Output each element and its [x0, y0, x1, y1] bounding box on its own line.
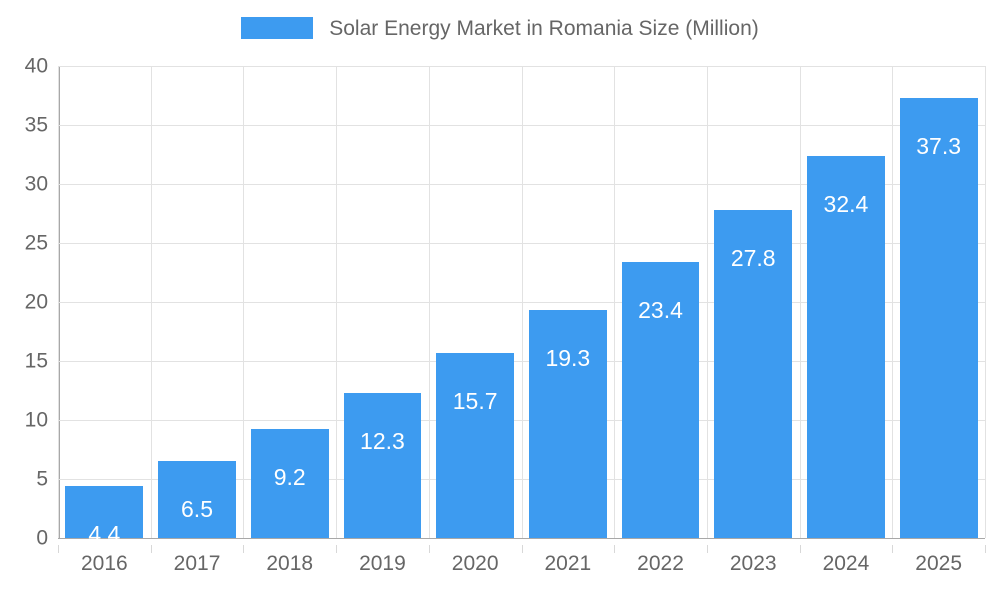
x-tick-mark	[336, 545, 337, 553]
y-tick-label: 20	[24, 290, 48, 314]
gridline-x-3	[336, 66, 337, 538]
bar-series: 4.4 6.5 9.2 12.3 15.7 19.3 23.4 27.8 32.4 37.3	[58, 66, 985, 546]
gridline-x-4	[429, 66, 430, 538]
y-tick-label: 40	[24, 54, 48, 78]
gridline-x-1	[151, 66, 152, 538]
bar-value-label: 23.4	[638, 296, 683, 323]
gridline-x-6	[614, 66, 615, 538]
gridline-x-8	[800, 66, 801, 538]
x-tick-label: 2021	[544, 552, 592, 575]
bar[interactable]: 12.3	[343, 392, 422, 538]
bar-group[interactable]: 19.3	[522, 66, 615, 538]
y-tick-label: 0	[36, 526, 48, 550]
bar-group[interactable]: 6.5	[151, 66, 244, 538]
x-tick-mark	[151, 545, 152, 553]
gridline-y-10	[58, 420, 985, 421]
bar[interactable]: 27.8	[714, 209, 793, 538]
bar[interactable]: 23.4	[621, 261, 700, 538]
bar-value-label: 15.7	[452, 387, 498, 414]
x-tick-mark	[429, 545, 430, 553]
gridline-y-5	[58, 479, 985, 480]
x-tick-mark	[522, 545, 523, 553]
bar-value-label: 19.3	[545, 345, 591, 372]
gridline-x-10	[985, 66, 986, 538]
y-tick-label: 15	[24, 349, 48, 373]
bar-value-label: 6.5	[181, 496, 213, 523]
y-tick-label: 25	[24, 231, 48, 255]
gridline-y-35	[58, 125, 985, 126]
gridline-y-20	[58, 302, 985, 303]
legend-color-swatch	[241, 17, 314, 39]
bar-group[interactable]: 32.4	[800, 66, 893, 538]
y-tick-label: 30	[24, 172, 48, 196]
x-tick-label: 2018	[266, 552, 314, 575]
gridline-y-30	[58, 184, 985, 185]
plot-area: 4.4 6.5 9.2 12.3 15.7 19.3 23.4 27.8 32.4 37.3	[58, 66, 986, 546]
chart-legend: Solar Energy Market in Romania Size (Mil…	[0, 12, 1000, 44]
gridline-y-25	[58, 243, 985, 244]
bar[interactable]: 37.3	[899, 97, 978, 538]
bar-group[interactable]: 15.7	[429, 66, 522, 538]
y-tick-label: 10	[24, 408, 48, 432]
legend-label: Solar Energy Market in Romania Size (Mil…	[329, 16, 759, 40]
x-tick-label: 2016	[80, 552, 128, 575]
bar-value-label: 37.3	[916, 132, 961, 159]
x-tick-mark	[985, 545, 986, 553]
bar[interactable]: 6.5	[158, 461, 236, 538]
x-tick-label: 2025	[915, 552, 962, 575]
x-tick-mark	[58, 545, 59, 553]
x-tick-mark	[800, 545, 801, 553]
x-tick-label: 2022	[637, 552, 684, 575]
x-tick-label: 2017	[173, 552, 221, 575]
gridline-x-5	[522, 66, 523, 538]
bar[interactable]: 9.2	[250, 429, 329, 538]
bar-group[interactable]: 9.2	[243, 66, 336, 538]
gridline-y-40	[58, 66, 985, 67]
bar-group[interactable]: 37.3	[892, 66, 985, 538]
x-tick-label: 2019	[359, 552, 406, 575]
gridline-x-9	[892, 66, 893, 538]
bar[interactable]: 4.4	[65, 486, 144, 546]
x-tick-label: 2023	[729, 552, 777, 575]
x-axis-tick-labels: 2016 2017 2018 2019 2020 2021 2022 2023 2024 2025	[58, 545, 986, 585]
x-tick-mark	[243, 545, 244, 553]
bar-value-label: 9.2	[273, 464, 306, 491]
bar-value-label: 12.3	[360, 427, 405, 454]
bar-value-label: 32.4	[823, 190, 869, 217]
bar-value-label: 4.4	[88, 521, 121, 548]
bar-group[interactable]: 4.4	[58, 66, 151, 546]
bar-group[interactable]: 23.4	[614, 66, 707, 538]
y-tick-label: 5	[36, 467, 48, 491]
bar-group[interactable]: 12.3	[336, 66, 429, 538]
y-axis-tick-labels: 0 5 10 15 20 25 30 35 40	[0, 56, 48, 549]
bar[interactable]: 32.4	[807, 155, 885, 538]
bar[interactable]: 19.3	[528, 310, 607, 538]
x-tick-label: 2024	[822, 552, 870, 575]
bar-value-label: 27.8	[730, 244, 776, 271]
gridline-x-0	[58, 66, 59, 538]
x-tick-mark	[892, 545, 893, 553]
x-tick-label: 2020	[451, 552, 499, 575]
gridline-x-2	[243, 66, 244, 538]
bar[interactable]: 15.7	[436, 352, 515, 538]
gridline-y-15	[58, 361, 985, 362]
x-tick-mark	[614, 545, 615, 553]
gridline-y-0	[58, 538, 985, 539]
bar-group[interactable]: 27.8	[707, 66, 800, 538]
gridline-x-7	[707, 66, 708, 538]
x-tick-mark	[707, 545, 708, 553]
y-tick-label: 35	[24, 113, 48, 137]
